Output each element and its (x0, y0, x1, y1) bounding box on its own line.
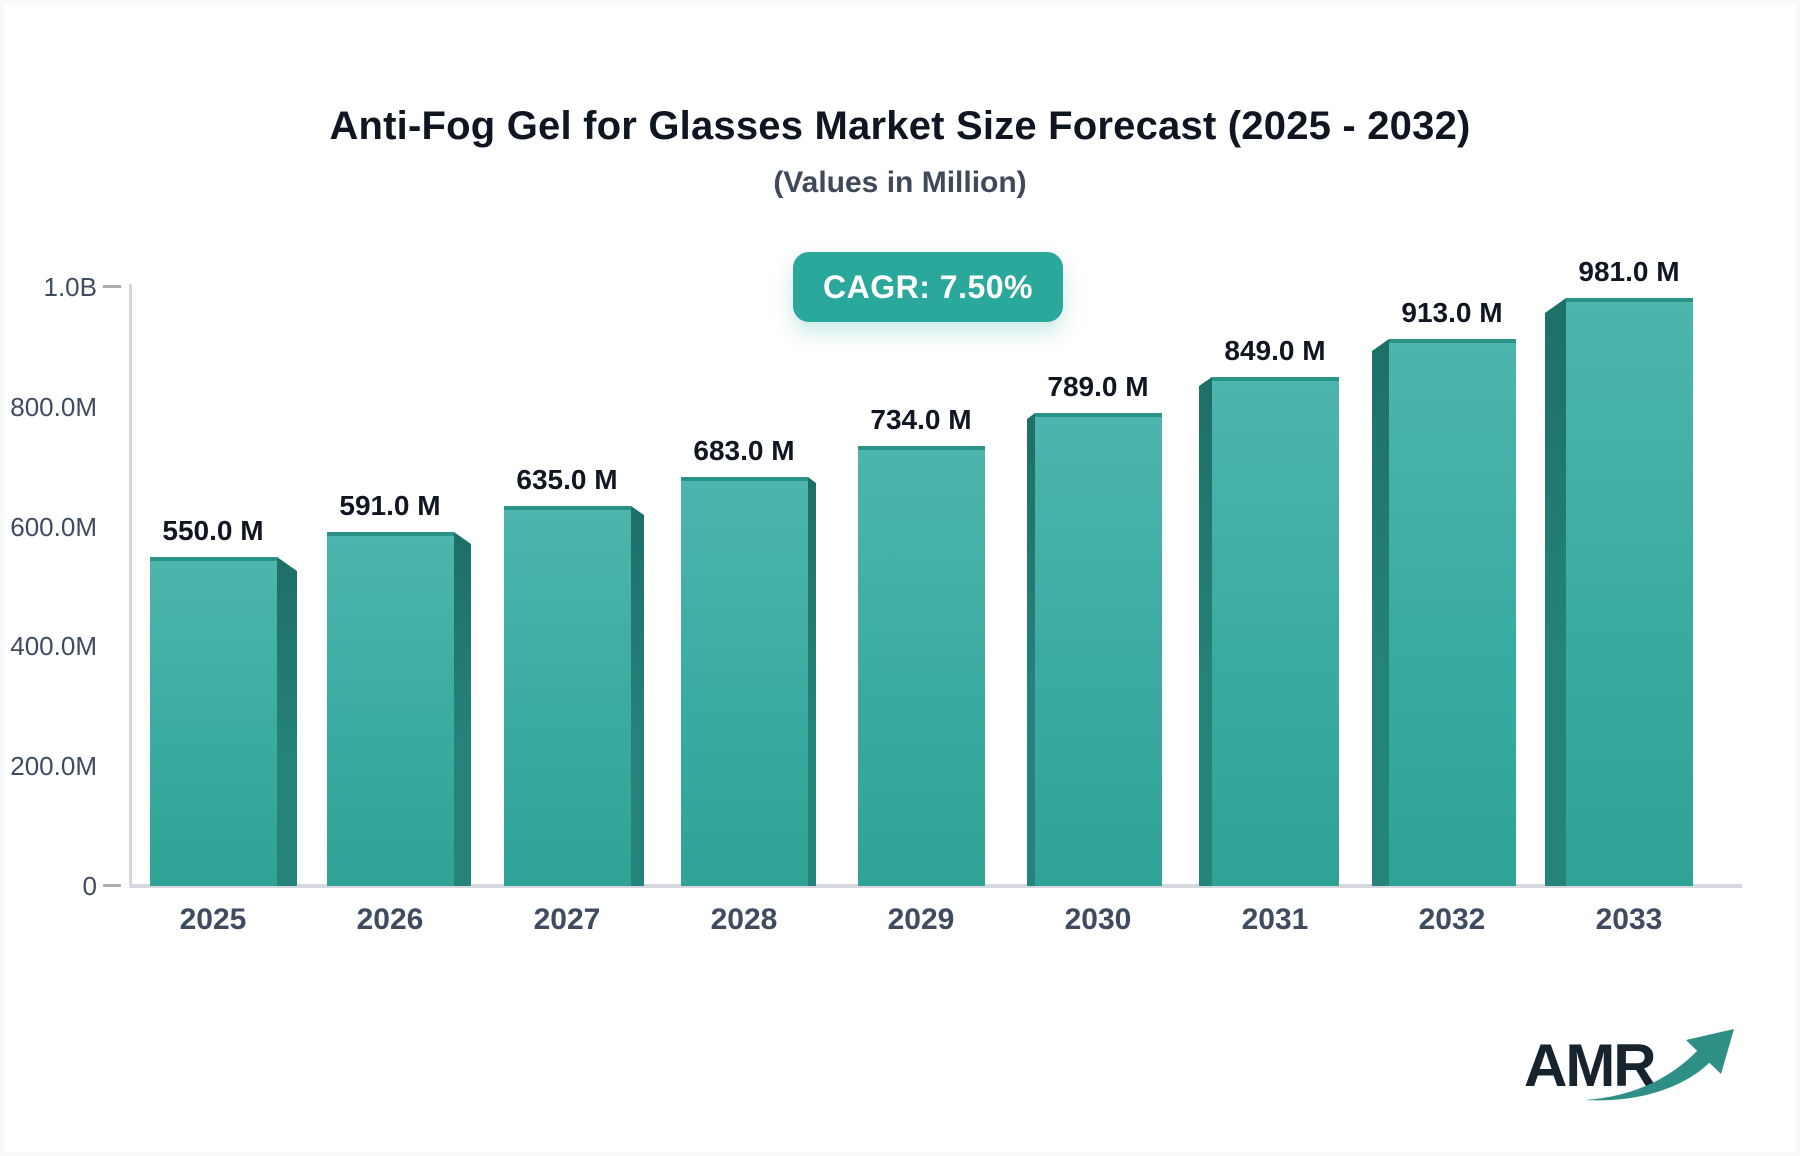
bar-value-label: 981.0 M (1578, 256, 1680, 287)
bar-value-label: 591.0 M (339, 490, 441, 521)
bar-side-face (1027, 413, 1035, 886)
chart-title: Anti-Fog Gel for Glasses Market Size For… (329, 104, 1471, 148)
bar-2030 (1035, 413, 1162, 886)
x-category-label: 2027 (533, 903, 601, 936)
bar-2029 (858, 446, 985, 886)
bar-value-label: 913.0 M (1401, 297, 1503, 328)
bar-2032 (1389, 339, 1516, 886)
cagr-badge: CAGR: 7.50% (793, 252, 1063, 322)
logo-text: AMR (1524, 1032, 1656, 1099)
y-tick-label: 0 (82, 871, 97, 901)
cagr-badge-label: CAGR: 7.50% (823, 268, 1033, 305)
bar-2025 (150, 557, 277, 886)
x-category-label: 2029 (887, 903, 955, 936)
y-tick-mark (103, 884, 121, 887)
bar-side-face (1199, 377, 1212, 886)
x-category-label: 2030 (1064, 903, 1132, 936)
bar-side-face (277, 557, 297, 886)
x-category-label: 2032 (1418, 903, 1486, 936)
y-tick-label: 400.0M (10, 631, 97, 662)
y-tick-label: 800.0M (10, 391, 97, 422)
bar-value-label: 635.0 M (516, 464, 618, 495)
y-tick-label: 600.0M (10, 511, 97, 542)
x-axis-line (129, 884, 1742, 888)
bar-side-face (631, 506, 644, 886)
x-category-label: 2026 (356, 903, 424, 936)
bar-value-label: 849.0 M (1224, 335, 1326, 366)
bar-2027 (504, 506, 631, 886)
chart-subtitle: (Values in Million) (773, 166, 1027, 199)
bar-side-face (454, 532, 471, 886)
bar-2033 (1566, 298, 1693, 886)
y-tick-label: 1.0B (43, 272, 98, 302)
x-category-label: 2028 (710, 903, 778, 936)
amr-logo: AMR (1524, 1029, 1734, 1101)
growth-arrow-icon (1584, 1029, 1734, 1101)
y-axis-line (129, 284, 132, 888)
bar-value-label: 734.0 M (870, 404, 972, 435)
bar-value-label: 683.0 M (693, 435, 795, 466)
bar-side-face (808, 477, 816, 886)
x-category-label: 2031 (1241, 903, 1309, 936)
x-category-label: 2033 (1595, 903, 1663, 936)
bar-value-label: 550.0 M (162, 515, 264, 546)
bar-value-label: 789.0 M (1047, 371, 1149, 402)
y-tick-mark (103, 285, 121, 288)
x-category-label: 2025 (179, 903, 247, 936)
bar-side-face (1372, 339, 1389, 886)
y-tick-label: 200.0M (10, 751, 97, 782)
bar-2026 (327, 532, 454, 886)
bar-2028 (681, 477, 808, 886)
bar-side-face (1545, 298, 1566, 886)
bar-2031 (1212, 377, 1339, 886)
